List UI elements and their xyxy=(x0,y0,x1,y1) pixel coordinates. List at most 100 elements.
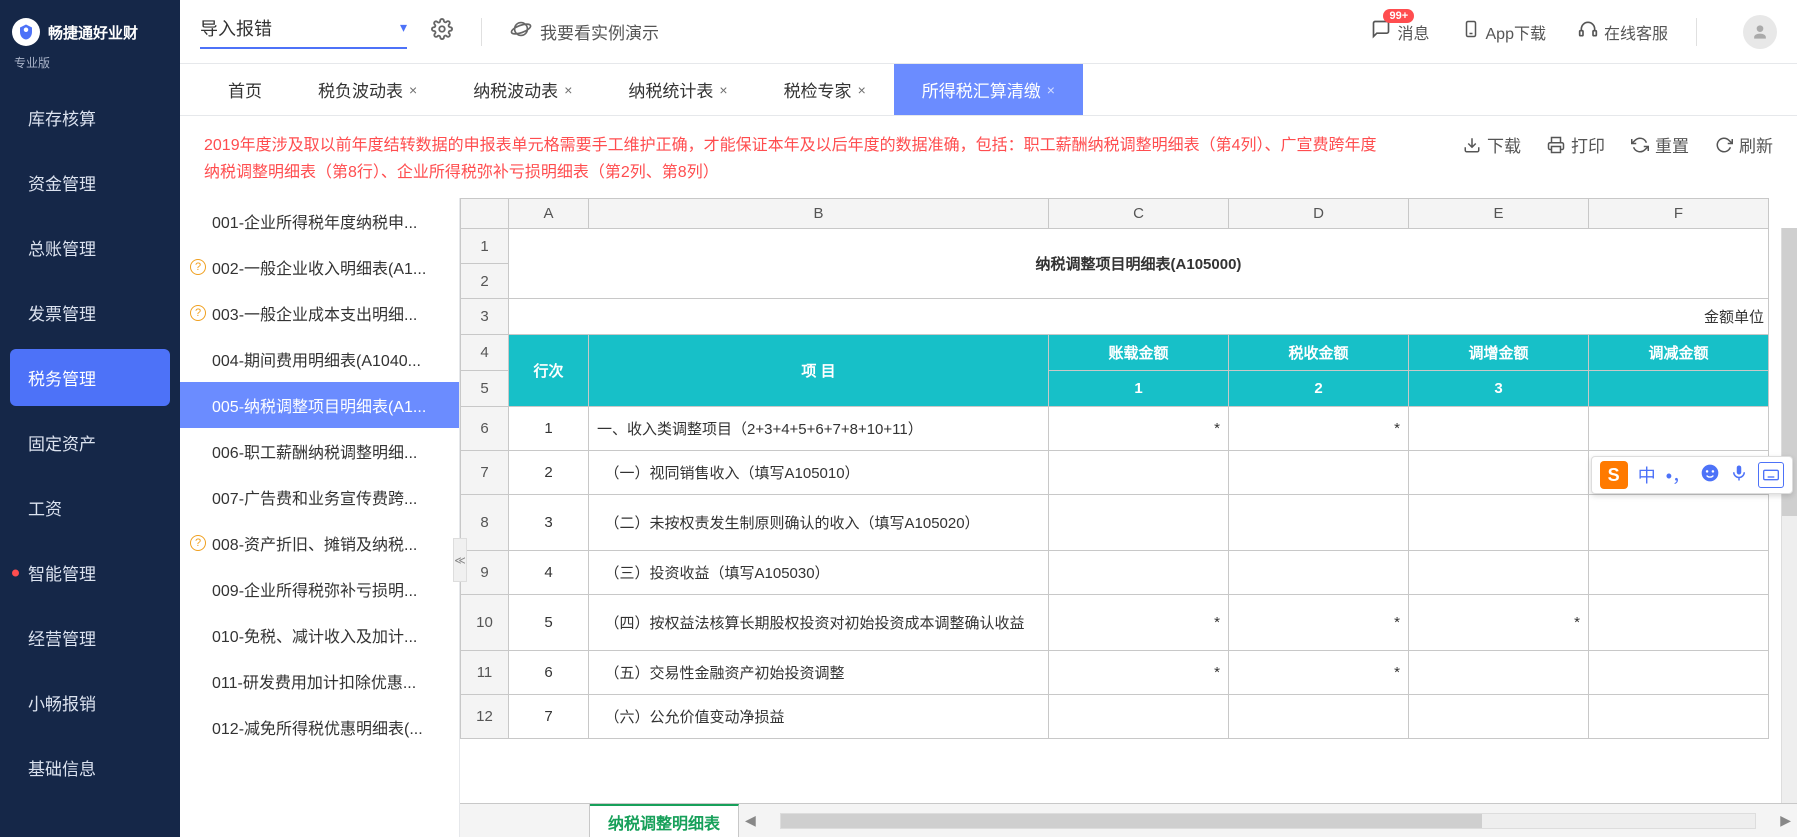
row-header[interactable]: 11 xyxy=(461,651,509,695)
download-button[interactable]: 下载 xyxy=(1463,132,1521,157)
column-header[interactable]: A xyxy=(509,199,589,229)
ime-mic-icon[interactable] xyxy=(1730,463,1748,488)
tab[interactable]: 税检专家× xyxy=(756,64,894,115)
project-cell[interactable]: （五）交易性金融资产初始投资调整 xyxy=(589,651,1049,695)
row-number-cell[interactable]: 3 xyxy=(509,495,589,551)
close-icon[interactable]: × xyxy=(409,82,417,98)
value-cell[interactable] xyxy=(1049,451,1229,495)
sidebar-item[interactable]: 基础信息 xyxy=(0,735,180,800)
row-header[interactable]: 2 xyxy=(461,264,509,299)
sheet-tab-controls[interactable] xyxy=(460,804,590,837)
ime-punct-icon[interactable]: •， xyxy=(1666,462,1690,488)
value-cell[interactable] xyxy=(1229,495,1409,551)
value-cell[interactable] xyxy=(1049,495,1229,551)
close-icon[interactable]: × xyxy=(564,82,572,98)
sidebar-item[interactable]: 税务管理 xyxy=(10,349,170,406)
row-header[interactable]: 3 xyxy=(461,299,509,335)
value-cell[interactable] xyxy=(1049,695,1229,739)
tree-item[interactable]: ?008-资产折旧、摊销及纳税... xyxy=(180,520,459,566)
row-number-cell[interactable]: 2 xyxy=(509,451,589,495)
tab[interactable]: 纳税统计表× xyxy=(600,64,755,115)
column-header[interactable]: F xyxy=(1589,199,1769,229)
value-cell[interactable]: * xyxy=(1229,651,1409,695)
value-cell[interactable]: * xyxy=(1049,651,1229,695)
project-cell[interactable]: （二）未按权责发生制原则确认的收入（填写A105020） xyxy=(589,495,1049,551)
value-cell[interactable]: * xyxy=(1229,595,1409,651)
row-header[interactable]: 9 xyxy=(461,551,509,595)
project-cell[interactable]: （三）投资收益（填写A105030） xyxy=(589,551,1049,595)
sidebar-item[interactable]: 库存核算 xyxy=(0,85,180,150)
vertical-scrollbar[interactable] xyxy=(1781,228,1797,803)
tree-item[interactable]: 006-职工薪酬纳税调整明细... xyxy=(180,428,459,474)
close-icon[interactable]: × xyxy=(1047,82,1055,98)
sidebar-item[interactable]: 经营管理 xyxy=(0,605,180,670)
value-cell[interactable] xyxy=(1409,695,1589,739)
tab[interactable]: 所得税汇算清缴× xyxy=(894,64,1083,115)
project-cell[interactable]: 一、收入类调整项目（2+3+4+5+6+7+8+10+11） xyxy=(589,407,1049,451)
tree-item[interactable]: 009-企业所得税弥补亏损明... xyxy=(180,566,459,612)
tree-item[interactable]: 007-广告费和业务宣传费跨... xyxy=(180,474,459,520)
reset-button[interactable]: 重置 xyxy=(1631,132,1689,157)
row-header[interactable]: 12 xyxy=(461,695,509,739)
value-cell[interactable] xyxy=(1409,651,1589,695)
import-dropdown[interactable]: 导入报错 ▾ xyxy=(200,15,407,49)
value-cell[interactable] xyxy=(1589,551,1769,595)
row-number-cell[interactable]: 5 xyxy=(509,595,589,651)
row-header[interactable]: 10 xyxy=(461,595,509,651)
sidebar-item[interactable]: 总账管理 xyxy=(0,215,180,280)
column-header[interactable]: B xyxy=(589,199,1049,229)
tab[interactable]: 税负波动表× xyxy=(290,64,445,115)
horizontal-scrollbar[interactable]: ◀ ▶ xyxy=(739,804,1797,837)
tree-item[interactable]: 010-免税、减计收入及加计... xyxy=(180,612,459,658)
tree-item[interactable]: ?003-一般企业成本支出明细... xyxy=(180,290,459,336)
avatar[interactable] xyxy=(1743,15,1777,49)
project-cell[interactable]: （六）公允价值变动净损益 xyxy=(589,695,1049,739)
column-header[interactable]: C xyxy=(1049,199,1229,229)
tree-item[interactable]: 012-减免所得税优惠明细表(... xyxy=(180,704,459,750)
gear-icon[interactable] xyxy=(431,18,453,46)
tree-item[interactable]: ?002-一般企业收入明细表(A1... xyxy=(180,244,459,290)
value-cell[interactable] xyxy=(1589,695,1769,739)
project-cell[interactable]: （一）视同销售收入（填写A105010） xyxy=(589,451,1049,495)
ime-emoji-icon[interactable] xyxy=(1700,463,1720,488)
row-header[interactable]: 5 xyxy=(461,371,509,407)
ime-keyboard-icon[interactable] xyxy=(1758,462,1784,488)
sheet-tab[interactable]: 纳税调整明细表 xyxy=(590,804,739,837)
value-cell[interactable] xyxy=(1409,551,1589,595)
row-number-cell[interactable]: 4 xyxy=(509,551,589,595)
tree-item[interactable]: 001-企业所得税年度纳税申... xyxy=(180,198,459,244)
value-cell[interactable] xyxy=(1229,695,1409,739)
value-cell[interactable] xyxy=(1229,451,1409,495)
value-cell[interactable] xyxy=(1409,495,1589,551)
sidebar-item[interactable]: 固定资产 xyxy=(0,410,180,475)
print-button[interactable]: 打印 xyxy=(1547,132,1605,157)
sidebar-item[interactable]: 工资 xyxy=(0,475,180,540)
tree-item[interactable]: 005-纳税调整项目明细表(A1... xyxy=(180,382,459,428)
app-download-button[interactable]: App下载 xyxy=(1462,19,1546,44)
close-icon[interactable]: × xyxy=(858,82,866,98)
ime-toolbar[interactable]: S 中 •， xyxy=(1591,456,1793,494)
tab[interactable]: 纳税波动表× xyxy=(445,64,600,115)
tab[interactable]: 首页 xyxy=(200,64,290,115)
project-cell[interactable]: （四）按权益法核算长期股权投资对初始投资成本调整确认收益 xyxy=(589,595,1049,651)
sidebar-item[interactable]: 资金管理 xyxy=(0,150,180,215)
row-header[interactable]: 8 xyxy=(461,495,509,551)
value-cell[interactable]: * xyxy=(1049,595,1229,651)
row-header[interactable]: 1 xyxy=(461,229,509,264)
value-cell[interactable] xyxy=(1589,407,1769,451)
row-header[interactable]: 4 xyxy=(461,335,509,371)
value-cell[interactable] xyxy=(1229,551,1409,595)
value-cell[interactable]: * xyxy=(1049,407,1229,451)
collapse-handle[interactable]: ≪ xyxy=(453,538,467,582)
close-icon[interactable]: × xyxy=(719,82,727,98)
row-number-cell[interactable]: 1 xyxy=(509,407,589,451)
row-header[interactable]: 6 xyxy=(461,407,509,451)
tree-item[interactable]: 004-期间费用明细表(A1040... xyxy=(180,336,459,382)
value-cell[interactable] xyxy=(1049,551,1229,595)
value-cell[interactable] xyxy=(1409,407,1589,451)
service-button[interactable]: 在线客服 xyxy=(1578,19,1668,44)
ime-lang[interactable]: 中 xyxy=(1638,462,1656,488)
sidebar-item[interactable]: 发票管理 xyxy=(0,280,180,345)
tree-item[interactable]: 011-研发费用加计扣除优惠... xyxy=(180,658,459,704)
demo-link[interactable]: 我要看实例演示 xyxy=(510,18,659,45)
